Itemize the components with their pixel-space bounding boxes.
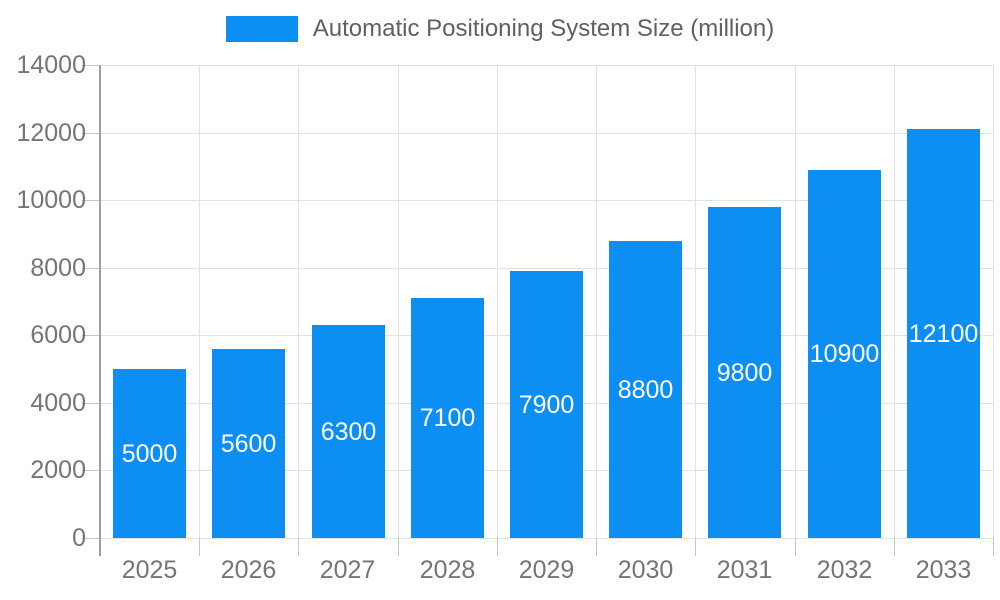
bar-value-label: 6300 — [320, 417, 377, 446]
bar: 5000 — [113, 369, 186, 538]
x-tick — [199, 538, 200, 556]
bar: 8800 — [609, 241, 682, 538]
x-tick — [795, 538, 796, 556]
y-axis-line — [99, 65, 101, 556]
bar: 5600 — [212, 349, 285, 538]
y-gridline — [100, 65, 993, 66]
y-gridline — [100, 538, 993, 539]
x-tick — [497, 538, 498, 556]
bar-value-label: 5600 — [220, 429, 277, 458]
x-axis-tick-label: 2030 — [617, 556, 674, 584]
y-tick — [82, 335, 100, 336]
x-axis-tick-label: 2029 — [518, 556, 575, 584]
y-axis-tick-label: 10000 — [16, 186, 86, 214]
bar-value-label: 7900 — [518, 390, 575, 419]
y-axis-tick-label: 2000 — [30, 456, 86, 484]
y-tick — [82, 65, 100, 66]
x-tick — [398, 538, 399, 556]
y-tick — [82, 538, 100, 539]
bar-value-label: 7100 — [419, 404, 476, 432]
x-gridline — [298, 65, 299, 538]
x-gridline — [795, 65, 796, 538]
bar-value-label: 12100 — [908, 319, 979, 348]
x-axis-tick-label: 2033 — [915, 556, 972, 584]
x-axis-tick-label: 2028 — [419, 556, 476, 584]
y-tick — [82, 403, 100, 404]
bar-value-label: 10900 — [809, 340, 880, 368]
bar: 7100 — [411, 298, 484, 538]
legend[interactable]: Automatic Positioning System Size (milli… — [0, 14, 1000, 44]
y-tick — [82, 268, 100, 269]
x-gridline — [398, 65, 399, 538]
bar: 6300 — [312, 325, 385, 538]
bar: 12100 — [907, 129, 980, 538]
bar-value-label: 5000 — [121, 439, 178, 468]
x-gridline — [596, 65, 597, 538]
y-axis-tick-label: 8000 — [30, 254, 86, 282]
y-axis-tick-label: 14000 — [16, 51, 86, 79]
legend-label: Automatic Positioning System Size (milli… — [312, 15, 775, 42]
y-gridline — [100, 200, 993, 201]
x-tick — [298, 538, 299, 556]
x-gridline — [894, 65, 895, 538]
y-tick — [82, 133, 100, 134]
x-gridline — [695, 65, 696, 538]
y-axis-tick-label: 0 — [72, 524, 86, 552]
x-tick — [993, 538, 994, 556]
x-gridline — [199, 65, 200, 538]
y-axis-tick-label: 12000 — [16, 119, 86, 147]
y-axis-tick-label: 4000 — [30, 389, 86, 417]
x-gridline — [993, 65, 994, 538]
y-axis-tick-label: 6000 — [30, 321, 86, 349]
y-tick — [82, 200, 100, 201]
x-axis-tick-label: 2026 — [220, 556, 277, 584]
x-axis-tick-label: 2032 — [816, 556, 873, 584]
bar: 9800 — [708, 207, 781, 538]
legend-swatch — [225, 16, 298, 42]
bar: 7900 — [510, 271, 583, 538]
x-tick — [894, 538, 895, 556]
x-axis-tick-label: 2031 — [716, 556, 773, 584]
y-gridline — [100, 133, 993, 134]
y-gridline — [100, 268, 993, 269]
x-tick — [596, 538, 597, 556]
x-axis-tick-label: 2027 — [319, 556, 376, 584]
bar: 10900 — [808, 170, 881, 538]
bar-value-label: 9800 — [716, 358, 773, 387]
x-gridline — [497, 65, 498, 538]
y-tick — [82, 470, 100, 471]
x-axis-tick-label: 2025 — [121, 556, 178, 584]
x-tick — [695, 538, 696, 556]
bar-value-label: 8800 — [617, 375, 674, 404]
